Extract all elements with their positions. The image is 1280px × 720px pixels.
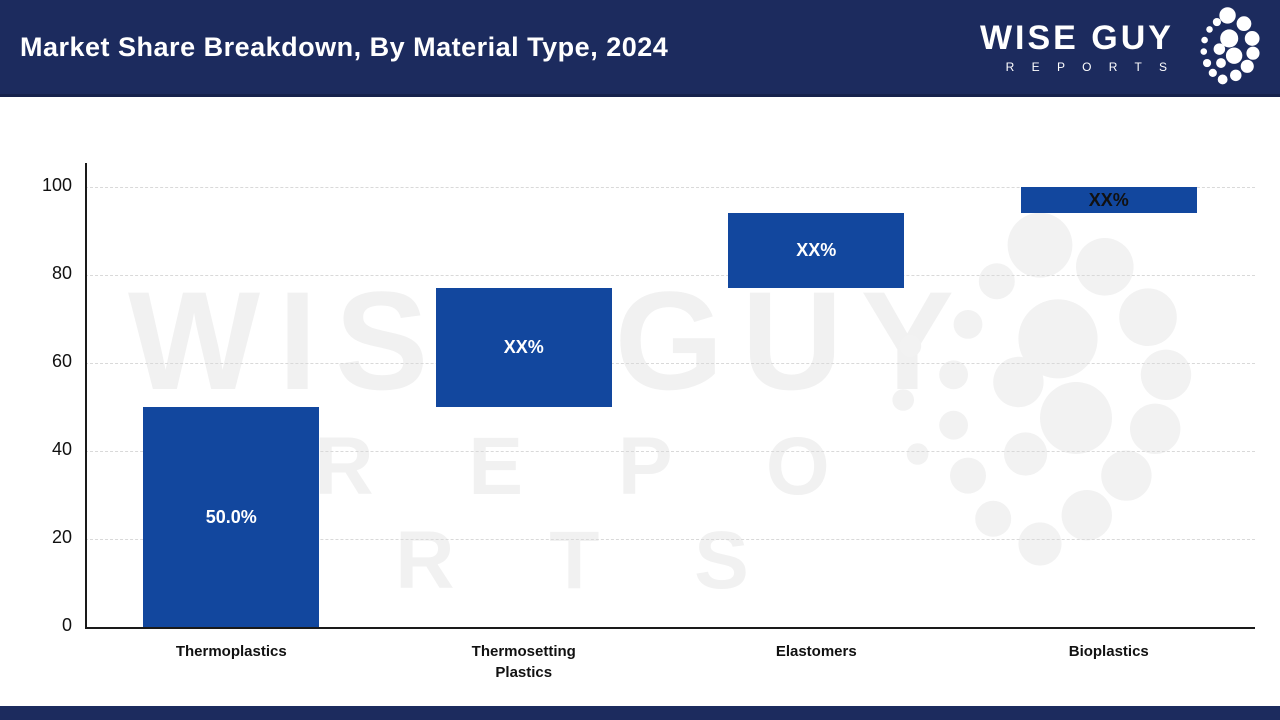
- gridline-40: [85, 451, 1255, 452]
- page-title: Market Share Breakdown, By Material Type…: [20, 31, 669, 62]
- y-axis-line: [85, 163, 87, 627]
- x-category-label: Thermosetting Plastics: [471, 643, 576, 681]
- gridline-60: [85, 363, 1255, 364]
- gridline-80: [85, 275, 1255, 276]
- y-tick-label: 100: [41, 175, 72, 195]
- x-category-label: Thermoplastics: [175, 643, 287, 660]
- y-tick-label: 60: [51, 351, 72, 371]
- y-tick-label: 80: [51, 263, 72, 283]
- bar-elastomers: XX%: [728, 213, 905, 289]
- gridline-20: [85, 539, 1255, 540]
- gridline-100: [85, 187, 1255, 188]
- brand-head-icon: [1180, 4, 1262, 91]
- bar-bioplastics: XX%: [1020, 187, 1197, 214]
- bar-value-label: 50.0%: [205, 506, 257, 527]
- y-tick-label: 20: [51, 527, 72, 547]
- x-axis-line: [85, 627, 1255, 629]
- bar-value-label: XX%: [503, 337, 544, 358]
- bar-thermoplastics: 50.0%: [143, 407, 320, 627]
- x-category-label: Bioplastics: [1068, 643, 1149, 660]
- bar-value-label: XX%: [796, 240, 837, 261]
- bar-thermosetting-plastics: XX%: [435, 288, 612, 407]
- x-category-label: Elastomers: [775, 643, 857, 660]
- header: Market Share Breakdown, By Material Type…: [0, 0, 1280, 97]
- bar-value-label: XX%: [1088, 189, 1129, 210]
- brand-subtitle: R E P O R T S: [1005, 59, 1174, 74]
- brand-logo: WISE GUY R E P O R T S: [980, 4, 1262, 91]
- footer-bar: [0, 706, 1280, 720]
- y-tick-label: 0: [61, 615, 72, 635]
- brand-name: WISE GUY: [979, 18, 1174, 57]
- watermark-head-icon: [860, 200, 1220, 605]
- watermark-text-2: R E P O R T S: [314, 421, 866, 606]
- y-tick-label: 40: [51, 439, 72, 459]
- brand-text: WISE GUY R E P O R T S: [980, 21, 1174, 74]
